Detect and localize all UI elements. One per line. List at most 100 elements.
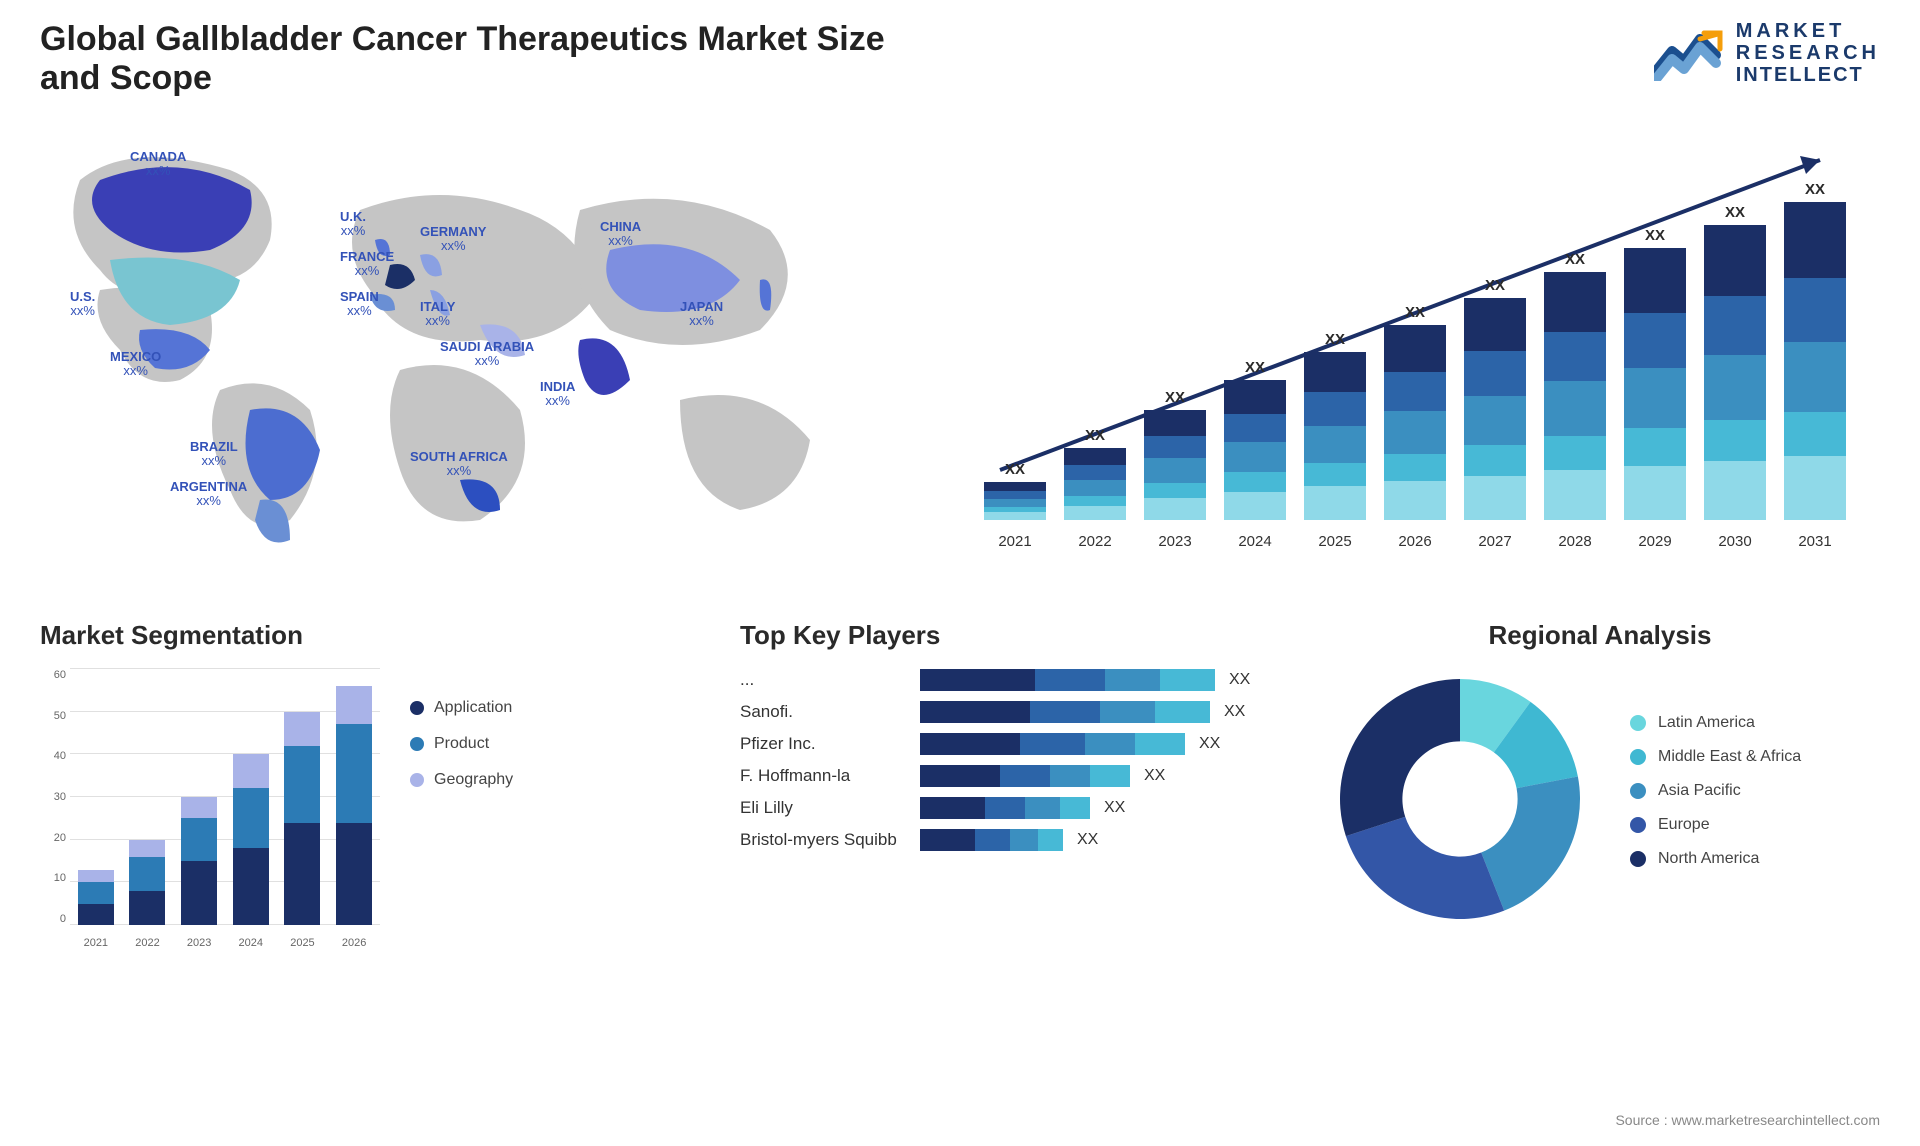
map-label-pct: xx% [340,264,394,278]
map-label: SOUTH AFRICAxx% [410,450,508,479]
growth-bar: XX [1460,277,1530,520]
logo-mark-icon [1654,25,1724,81]
map-label: FRANCExx% [340,250,394,279]
map-label-pct: xx% [440,354,534,368]
player-name: Pfizer Inc. [740,734,920,754]
seg-legend-label: Geography [434,771,513,789]
seg-ytick: 10 [40,872,66,884]
growth-year-label: 2023 [1140,533,1210,550]
growth-bar-value: XX [1485,277,1505,294]
seg-bar [336,686,372,925]
map-label-name: GERMANY [420,224,486,239]
map-label: BRAZILxx% [190,440,238,469]
map-label-pct: xx% [170,494,247,508]
donut-slice [1346,817,1504,919]
map-label: INDIAxx% [540,380,575,409]
map-label-pct: xx% [420,239,486,253]
seg-ytick: 20 [40,832,66,844]
seg-bar [129,840,165,925]
growth-year-label: 2027 [1460,533,1530,550]
map-label-pct: xx% [420,314,455,328]
player-value: XX [1199,735,1220,753]
logo-text: MARKET RESEARCH INTELLECT [1736,20,1880,86]
region-legend-item: Asia Pacific [1630,782,1801,800]
map-label: ARGENTINAxx% [170,480,247,509]
regional-legend: Latin AmericaMiddle East & AfricaAsia Pa… [1630,714,1801,884]
seg-ytick: 40 [40,750,66,762]
seg-xtick: 2021 [84,937,108,949]
players-title: Top Key Players [740,620,1300,651]
growth-year-label: 2030 [1700,533,1770,550]
player-name: ... [740,670,920,690]
regional-title: Regional Analysis [1330,620,1870,651]
map-label-pct: xx% [540,394,575,408]
map-india [578,338,630,395]
map-label: SAUDI ARABIAxx% [440,340,534,369]
region-legend-item: North America [1630,850,1801,868]
growth-year-label: 2029 [1620,533,1690,550]
growth-year-label: 2021 [980,533,1050,550]
growth-bar: XX [1540,251,1610,520]
player-value: XX [1224,703,1245,721]
map-label: JAPANxx% [680,300,723,329]
seg-xtick: 2022 [135,937,159,949]
growth-bar: XX [1380,304,1450,520]
growth-bar-value: XX [1805,181,1825,198]
seg-xtick: 2024 [239,937,263,949]
map-label-pct: xx% [680,314,723,328]
growth-bar: XX [1220,359,1290,520]
map-label-name: FRANCE [340,249,394,264]
growth-year-label: 2022 [1060,533,1130,550]
seg-ytick: 60 [40,669,66,681]
player-row: F. Hoffmann-laXX [740,765,1300,787]
player-row: Pfizer Inc. XX [740,733,1300,755]
growth-bar-value: XX [1245,359,1265,376]
region-legend-label: Middle East & Africa [1658,748,1801,766]
map-label: GERMANYxx% [420,225,486,254]
segmentation-chart: 0102030405060 202120222023202420252026 [40,669,380,949]
map-label-pct: xx% [130,164,186,178]
region-legend-label: Europe [1658,816,1710,834]
growth-bar-value: XX [1085,427,1105,444]
seg-bar [181,797,217,925]
growth-chart: XXXXXXXXXXXXXXXXXXXXXX 20212022202320242… [980,130,1850,550]
player-row: Bristol-myers SquibbXX [740,829,1300,851]
player-value: XX [1104,799,1125,817]
player-value: XX [1077,831,1098,849]
seg-legend-item: Geography [410,771,513,789]
map-label: MEXICOxx% [110,350,161,379]
growth-bar-value: XX [1325,331,1345,348]
map-label-name: MEXICO [110,349,161,364]
player-name: Sanofi. [740,702,920,722]
growth-bar-value: XX [1725,204,1745,221]
segmentation-title: Market Segmentation [40,620,600,651]
seg-xtick: 2025 [290,937,314,949]
logo-line3: INTELLECT [1736,64,1880,86]
segmentation-section: Market Segmentation 0102030405060 202120… [40,620,600,949]
map-label: CANADAxx% [130,150,186,179]
growth-bar: XX [1780,181,1850,520]
growth-bar-value: XX [1565,251,1585,268]
map-label-name: BRAZIL [190,439,238,454]
region-legend-item: Middle East & Africa [1630,748,1801,766]
region-legend-label: Asia Pacific [1658,782,1741,800]
source-citation: Source : www.marketresearchintellect.com [1615,1112,1880,1128]
growth-bar-value: XX [1165,389,1185,406]
growth-bar-value: XX [1405,304,1425,321]
map-label-name: SOUTH AFRICA [410,449,508,464]
segmentation-legend: ApplicationProductGeography [410,699,513,807]
map-label-name: CANADA [130,149,186,164]
growth-year-label: 2025 [1300,533,1370,550]
donut-slice [1340,679,1460,836]
seg-legend-item: Application [410,699,513,717]
regional-section: Regional Analysis Latin AmericaMiddle Ea… [1330,620,1870,929]
growth-year-label: 2028 [1540,533,1610,550]
player-name: Eli Lilly [740,798,920,818]
seg-xtick: 2023 [187,937,211,949]
world-map: CANADAxx%U.S.xx%MEXICOxx%BRAZILxx%ARGENT… [40,150,920,570]
player-row: Eli Lilly XX [740,797,1300,819]
player-value: XX [1229,671,1250,689]
seg-ytick: 50 [40,710,66,722]
seg-bar [233,754,269,925]
map-label-pct: xx% [340,224,366,238]
